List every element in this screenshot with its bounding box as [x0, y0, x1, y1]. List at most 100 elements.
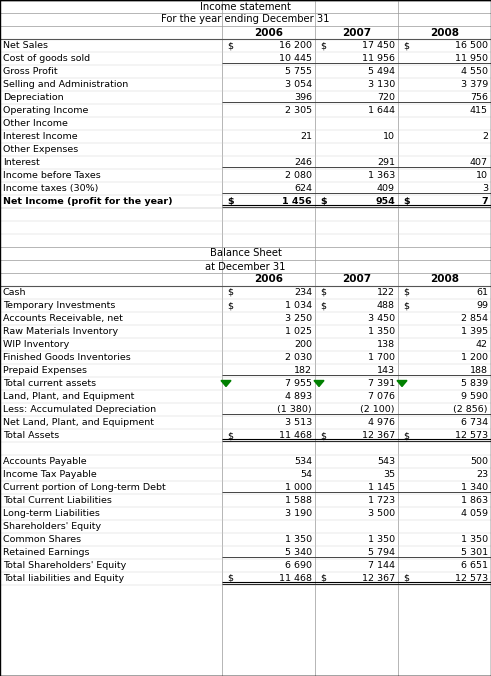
Text: 1 034: 1 034 [285, 301, 312, 310]
Text: 11 950: 11 950 [455, 54, 488, 63]
Text: 200: 200 [294, 340, 312, 349]
Text: Less: Accumulated Depreciation: Less: Accumulated Depreciation [3, 405, 156, 414]
Text: $: $ [403, 574, 409, 583]
Text: 1 340: 1 340 [461, 483, 488, 492]
Text: $: $ [227, 301, 233, 310]
Text: 543: 543 [377, 457, 395, 466]
Text: 1 000: 1 000 [285, 483, 312, 492]
Text: 61: 61 [476, 288, 488, 297]
Text: 2 305: 2 305 [285, 106, 312, 115]
Text: 2006: 2006 [254, 28, 283, 37]
Text: 2008: 2008 [430, 28, 459, 37]
Text: Accounts Receivable, net: Accounts Receivable, net [3, 314, 123, 323]
Text: $: $ [320, 301, 326, 310]
Text: 1 350: 1 350 [285, 535, 312, 544]
Text: 42: 42 [476, 340, 488, 349]
Text: 1 350: 1 350 [368, 535, 395, 544]
Text: 9 590: 9 590 [461, 392, 488, 401]
Text: 3 513: 3 513 [285, 418, 312, 427]
Text: 12 367: 12 367 [362, 574, 395, 583]
Text: Total liabilities and Equity: Total liabilities and Equity [3, 574, 124, 583]
Text: 1 363: 1 363 [368, 171, 395, 180]
Text: $: $ [227, 41, 233, 50]
Text: $: $ [320, 288, 326, 297]
Text: 3 450: 3 450 [368, 314, 395, 323]
Text: Land, Plant, and Equipment: Land, Plant, and Equipment [3, 392, 135, 401]
Text: 2007: 2007 [342, 28, 371, 37]
Text: 2 030: 2 030 [285, 353, 312, 362]
Text: Income Tax Payable: Income Tax Payable [3, 470, 97, 479]
Text: 2 854: 2 854 [461, 314, 488, 323]
Text: WIP Inventory: WIP Inventory [3, 340, 69, 349]
Text: 138: 138 [377, 340, 395, 349]
Text: 2: 2 [482, 132, 488, 141]
Polygon shape [397, 381, 407, 387]
Text: Income taxes (30%): Income taxes (30%) [3, 184, 98, 193]
Text: Common Shares: Common Shares [3, 535, 81, 544]
Text: 1 395: 1 395 [461, 327, 488, 336]
Text: 99: 99 [476, 301, 488, 310]
Text: 756: 756 [470, 93, 488, 102]
Text: $: $ [403, 301, 409, 310]
Text: 2 080: 2 080 [285, 171, 312, 180]
Text: For the year ending December 31: For the year ending December 31 [161, 14, 330, 24]
Text: 6 651: 6 651 [461, 561, 488, 570]
Text: $: $ [403, 431, 409, 440]
Text: Retained Earnings: Retained Earnings [3, 548, 89, 557]
Text: 1 350: 1 350 [461, 535, 488, 544]
Text: 12 573: 12 573 [455, 574, 488, 583]
Text: 5 494: 5 494 [368, 67, 395, 76]
Text: 1 456: 1 456 [282, 197, 312, 206]
Text: $: $ [320, 41, 326, 50]
Text: 7: 7 [481, 197, 488, 206]
Text: Other Income: Other Income [3, 119, 68, 128]
Text: $: $ [403, 197, 409, 206]
Text: 7 144: 7 144 [368, 561, 395, 570]
Text: 396: 396 [294, 93, 312, 102]
Text: 17 450: 17 450 [362, 41, 395, 50]
Text: $: $ [403, 41, 409, 50]
Text: (2 856): (2 856) [454, 405, 488, 414]
Text: Net Land, Plant, and Equipment: Net Land, Plant, and Equipment [3, 418, 154, 427]
Text: 1 025: 1 025 [285, 327, 312, 336]
Text: Income statement: Income statement [200, 1, 291, 11]
Text: 182: 182 [294, 366, 312, 375]
Text: Other Expenses: Other Expenses [3, 145, 78, 154]
Text: (1 380): (1 380) [277, 405, 312, 414]
Text: Total Shareholders' Equity: Total Shareholders' Equity [3, 561, 126, 570]
Text: $: $ [320, 431, 326, 440]
Text: 3 190: 3 190 [285, 509, 312, 518]
Text: 5 340: 5 340 [285, 548, 312, 557]
Text: Total current assets: Total current assets [3, 379, 96, 388]
Text: 12 367: 12 367 [362, 431, 395, 440]
Text: Income before Taxes: Income before Taxes [3, 171, 101, 180]
Text: 3 500: 3 500 [368, 509, 395, 518]
Text: Interest: Interest [3, 158, 40, 167]
Polygon shape [314, 381, 324, 387]
Text: at December 31: at December 31 [205, 262, 286, 272]
Text: Temporary Investments: Temporary Investments [3, 301, 115, 310]
Text: 1 350: 1 350 [368, 327, 395, 336]
Text: $: $ [227, 431, 233, 440]
Text: (2 100): (2 100) [360, 405, 395, 414]
Text: Interest Income: Interest Income [3, 132, 78, 141]
Text: 6 690: 6 690 [285, 561, 312, 570]
Text: 4 893: 4 893 [285, 392, 312, 401]
Text: Prepaid Expenses: Prepaid Expenses [3, 366, 87, 375]
Text: 720: 720 [377, 93, 395, 102]
Text: 4 059: 4 059 [461, 509, 488, 518]
Text: 10 445: 10 445 [279, 54, 312, 63]
Text: 5 839: 5 839 [461, 379, 488, 388]
Text: 54: 54 [300, 470, 312, 479]
Text: 4 976: 4 976 [368, 418, 395, 427]
Text: Total Assets: Total Assets [3, 431, 59, 440]
Text: 4 550: 4 550 [461, 67, 488, 76]
Text: Long-term Liabilities: Long-term Liabilities [3, 509, 100, 518]
Text: 10: 10 [383, 132, 395, 141]
Text: 234: 234 [294, 288, 312, 297]
Text: $: $ [403, 288, 409, 297]
Text: 11 468: 11 468 [279, 574, 312, 583]
Text: Accounts Payable: Accounts Payable [3, 457, 86, 466]
Text: 7 076: 7 076 [368, 392, 395, 401]
Text: 1 588: 1 588 [285, 496, 312, 505]
